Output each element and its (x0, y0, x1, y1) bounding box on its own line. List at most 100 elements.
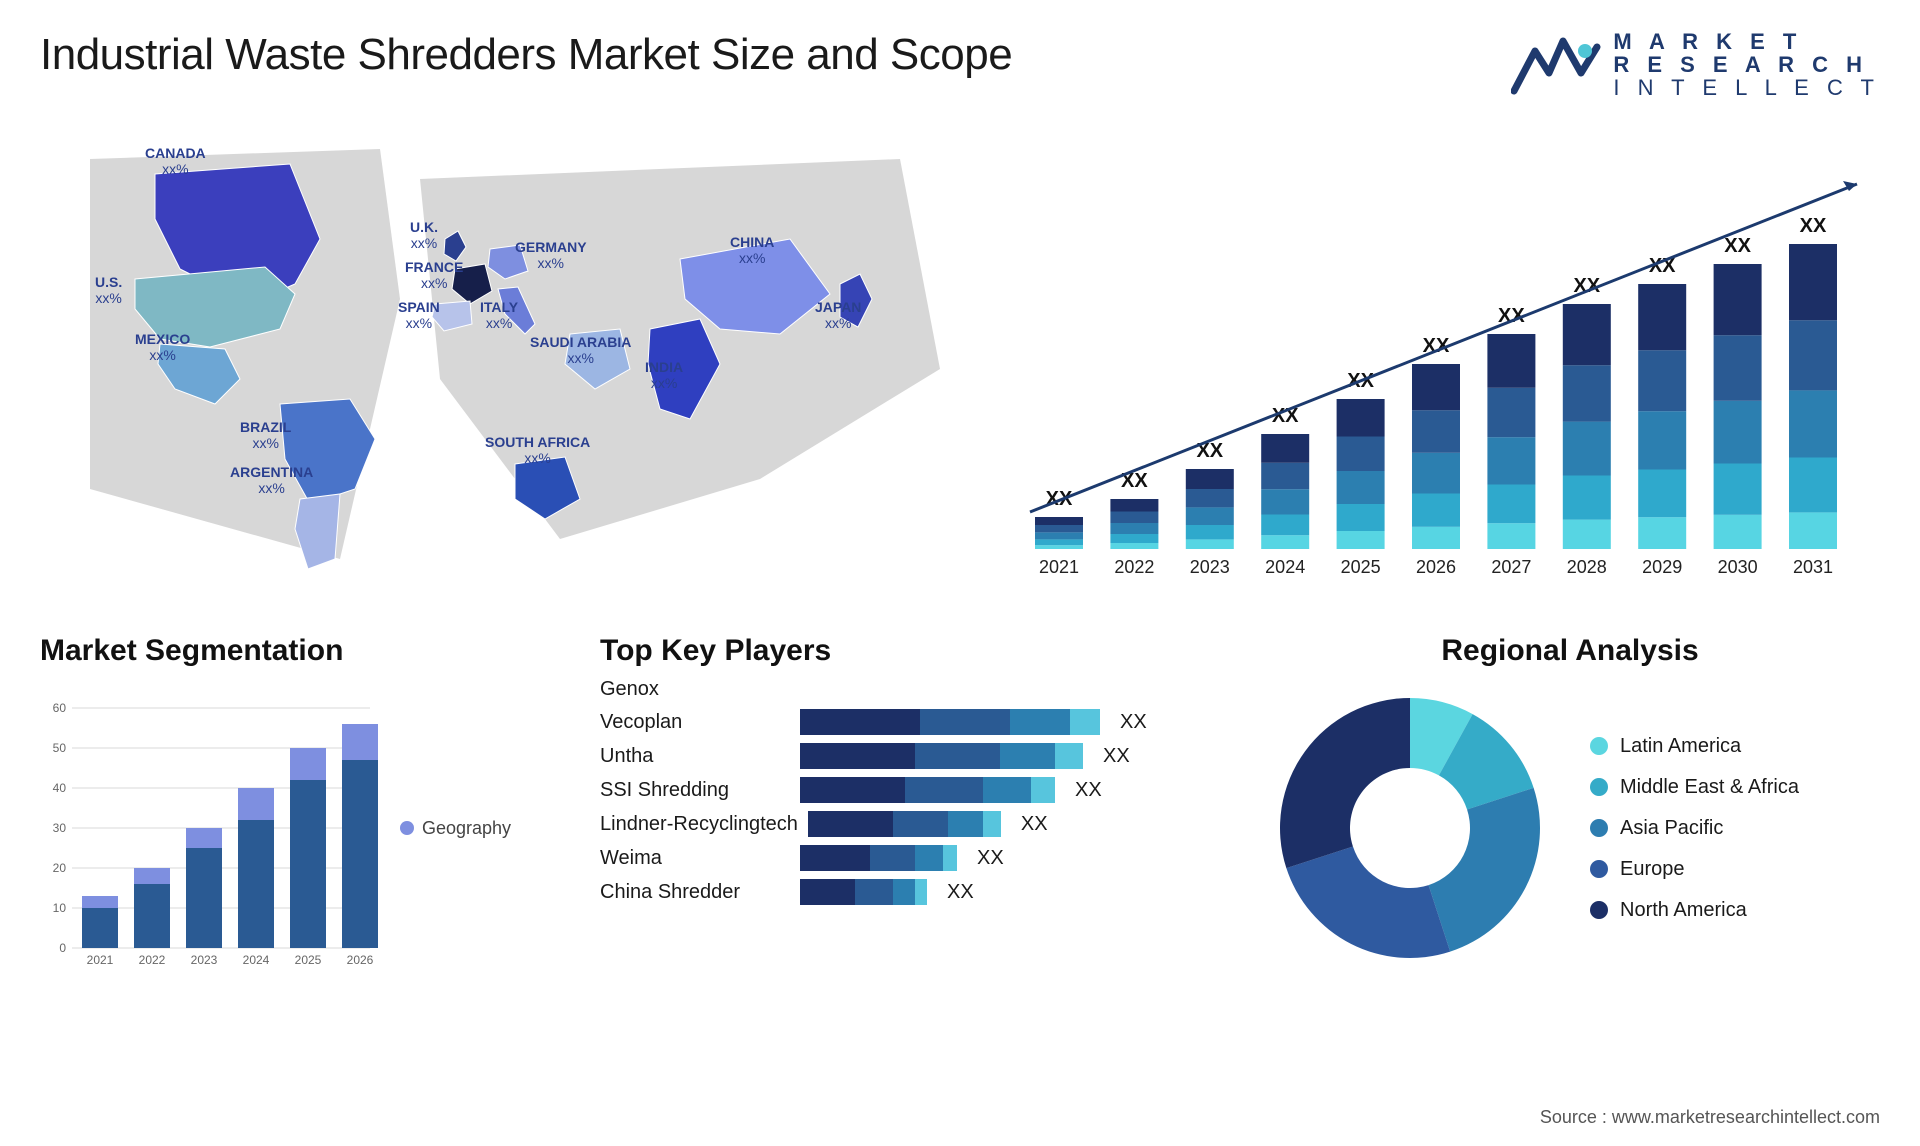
logo-line-3: I N T E L L E C T (1613, 76, 1880, 99)
regional-title: Regional Analysis (1260, 634, 1880, 668)
player-name: SSI Shredding (600, 779, 790, 802)
legend-dot-icon (1590, 901, 1608, 919)
map-label: CHINAxx% (730, 234, 774, 266)
map-label: U.K.xx% (410, 219, 438, 251)
map-label: SAUDI ARABIAxx% (530, 334, 631, 366)
segmentation-chart: 0 10 20 30 40 50 60 2021 2022 2023 2024 2025 2026 (40, 678, 380, 978)
svg-text:2021: 2021 (1039, 557, 1079, 577)
svg-text:2024: 2024 (1265, 557, 1305, 577)
player-bar (808, 811, 1001, 837)
player-name: Genox (600, 678, 790, 701)
map-label: MEXICOxx% (135, 331, 190, 363)
svg-text:60: 60 (53, 701, 67, 715)
legend-label: Asia Pacific (1620, 817, 1723, 840)
player-bar (800, 845, 957, 871)
legend-dot-icon (400, 821, 414, 835)
map-label: CANADAxx% (145, 145, 206, 177)
legend-label: Europe (1620, 858, 1685, 881)
player-value: XX (1075, 779, 1102, 802)
svg-text:2026: 2026 (1416, 557, 1456, 577)
map-label: BRAZILxx% (240, 419, 291, 451)
svg-text:50: 50 (53, 741, 67, 755)
map-label: SOUTH AFRICAxx% (485, 434, 590, 466)
player-bar (800, 879, 927, 905)
player-value: XX (1120, 711, 1147, 734)
svg-text:2022: 2022 (139, 953, 166, 967)
map-label: ITALYxx% (480, 299, 518, 331)
segmentation-legend: Geography (400, 818, 511, 839)
svg-text:2030: 2030 (1718, 557, 1758, 577)
world-map: CANADAxx% U.S.xx% MEXICOxx% BRAZILxx% ARGENT… (40, 119, 960, 599)
map-label: ARGENTINAxx% (230, 464, 313, 496)
svg-text:2025: 2025 (1341, 557, 1381, 577)
logo-line-1: M A R K E T (1613, 30, 1880, 53)
player-value: XX (1103, 745, 1130, 768)
svg-text:40: 40 (53, 781, 67, 795)
legend-label: Latin America (1620, 735, 1741, 758)
player-value: XX (947, 881, 974, 904)
player-value: XX (1021, 813, 1048, 836)
player-row: Vecoplan XX (600, 709, 1240, 735)
legend-label: North America (1620, 899, 1747, 922)
svg-text:2031: 2031 (1793, 557, 1833, 577)
svg-text:2024: 2024 (243, 953, 270, 967)
svg-text:2023: 2023 (1190, 557, 1230, 577)
players-title: Top Key Players (600, 634, 1240, 668)
source-line: Source : www.marketresearchintellect.com (1540, 1107, 1880, 1128)
player-row: Genox (600, 678, 1240, 701)
map-label: FRANCExx% (405, 259, 463, 291)
svg-text:XX: XX (1800, 215, 1827, 237)
svg-text:30: 30 (53, 821, 67, 835)
page-title: Industrial Waste Shredders Market Size a… (40, 30, 1012, 80)
svg-text:2023: 2023 (191, 953, 218, 967)
logo-icon (1511, 33, 1601, 97)
segmentation-legend-label: Geography (422, 818, 511, 839)
player-bar (800, 777, 1055, 803)
svg-text:0: 0 (59, 941, 66, 955)
logo-line-2: R E S E A R C H (1613, 53, 1880, 76)
player-name: Untha (600, 745, 790, 768)
svg-text:XX: XX (1724, 235, 1751, 257)
brand-logo: M A R K E T R E S E A R C H I N T E L L … (1511, 30, 1880, 99)
player-name: China Shredder (600, 881, 790, 904)
legend-item: Middle East & Africa (1590, 776, 1799, 799)
map-label: JAPANxx% (815, 299, 861, 331)
player-row: Lindner-Recyclingtech XX (600, 811, 1240, 837)
players-chart: GenoxVecoplanXXUnthaXXSSI ShreddingXXLin… (600, 678, 1240, 905)
legend-item: Latin America (1590, 735, 1799, 758)
svg-text:20: 20 (53, 861, 67, 875)
svg-text:2025: 2025 (295, 953, 322, 967)
map-label: U.S.xx% (95, 274, 122, 306)
legend-dot-icon (1590, 737, 1608, 755)
svg-text:2027: 2027 (1491, 557, 1531, 577)
svg-text:2022: 2022 (1114, 557, 1154, 577)
player-name: Vecoplan (600, 711, 790, 734)
legend-item: Europe (1590, 858, 1799, 881)
svg-text:2028: 2028 (1567, 557, 1607, 577)
player-row: Untha XX (600, 743, 1240, 769)
map-label: GERMANYxx% (515, 239, 587, 271)
player-row: China Shredder XX (600, 879, 1240, 905)
regional-legend: Latin America Middle East & Africa Asia Pa… (1590, 735, 1799, 922)
growth-bar-chart: XX2021XX2022XX2023XX2024XX2025XX2026XX20… (1000, 119, 1880, 604)
player-value: XX (977, 847, 1004, 870)
player-bar (800, 743, 1083, 769)
player-name: Lindner-Recyclingtech (600, 813, 798, 836)
legend-item: Asia Pacific (1590, 817, 1799, 840)
svg-text:2026: 2026 (347, 953, 374, 967)
svg-text:2021: 2021 (87, 953, 114, 967)
legend-dot-icon (1590, 860, 1608, 878)
player-row: Weima XX (600, 845, 1240, 871)
legend-dot-icon (1590, 819, 1608, 837)
player-bar (800, 709, 1100, 735)
svg-text:10: 10 (53, 901, 67, 915)
svg-text:2029: 2029 (1642, 557, 1682, 577)
segmentation-title: Market Segmentation (40, 634, 580, 668)
legend-label: Middle East & Africa (1620, 776, 1799, 799)
legend-dot-icon (1590, 778, 1608, 796)
player-name: Weima (600, 847, 790, 870)
player-row: SSI Shredding XX (600, 777, 1240, 803)
regional-donut-chart (1260, 678, 1560, 978)
legend-item: North America (1590, 899, 1799, 922)
map-label: SPAINxx% (398, 299, 440, 331)
